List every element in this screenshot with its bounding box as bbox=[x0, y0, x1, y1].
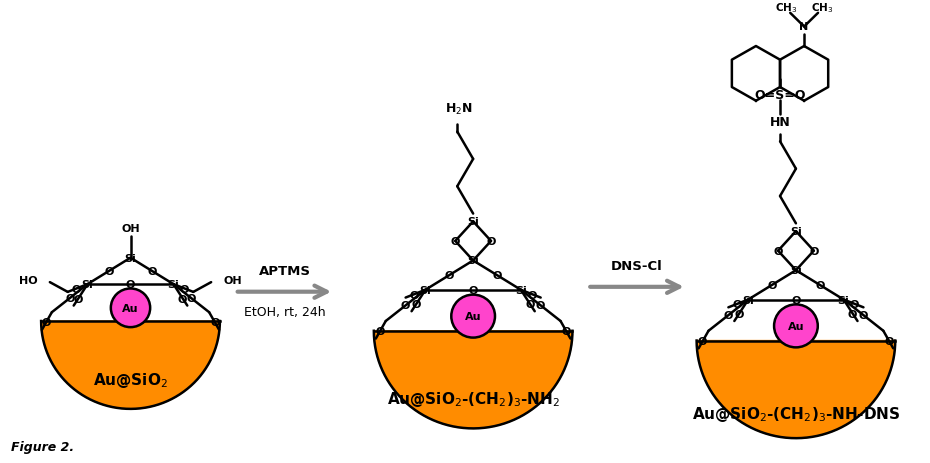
Text: O: O bbox=[210, 317, 219, 327]
Text: O: O bbox=[412, 300, 421, 310]
Text: Au: Au bbox=[788, 321, 804, 331]
Text: Si: Si bbox=[742, 295, 754, 305]
Text: O: O bbox=[525, 300, 535, 310]
Text: O: O bbox=[492, 270, 501, 281]
Text: Au@SiO$_2$: Au@SiO$_2$ bbox=[93, 370, 168, 389]
Text: CH$_3$: CH$_3$ bbox=[811, 1, 833, 15]
Text: O: O bbox=[735, 309, 744, 319]
Text: O: O bbox=[527, 290, 537, 300]
Text: Au@SiO$_2$-(CH$_2$)$_3$-NH-DNS: Au@SiO$_2$-(CH$_2$)$_3$-NH-DNS bbox=[692, 404, 900, 423]
Text: O: O bbox=[469, 285, 478, 295]
Text: N: N bbox=[800, 22, 809, 32]
Text: O: O bbox=[486, 237, 496, 246]
Text: Au@SiO$_2$-(CH$_2$)$_3$-NH$_2$: Au@SiO$_2$-(CH$_2$)$_3$-NH$_2$ bbox=[387, 389, 560, 408]
Text: Si: Si bbox=[82, 280, 94, 289]
Text: Si: Si bbox=[167, 280, 179, 289]
Text: O: O bbox=[41, 317, 50, 327]
Text: O: O bbox=[187, 294, 196, 303]
Text: O: O bbox=[104, 266, 113, 276]
Text: DNS-Cl: DNS-Cl bbox=[611, 259, 663, 272]
Text: Si: Si bbox=[515, 285, 526, 295]
Circle shape bbox=[774, 305, 817, 348]
Text: O: O bbox=[698, 336, 707, 346]
Text: Si: Si bbox=[838, 295, 849, 305]
Text: O: O bbox=[410, 290, 419, 300]
Text: APTMS: APTMS bbox=[259, 264, 311, 277]
Text: HN: HN bbox=[770, 116, 790, 129]
Text: O: O bbox=[858, 311, 868, 320]
Text: HO: HO bbox=[20, 275, 38, 286]
Text: Figure 2.: Figure 2. bbox=[11, 440, 74, 453]
Text: O: O bbox=[450, 237, 460, 246]
Text: H$_2$N: H$_2$N bbox=[445, 101, 473, 117]
Text: Si: Si bbox=[125, 253, 137, 263]
Text: O: O bbox=[74, 294, 84, 304]
Text: CH$_3$: CH$_3$ bbox=[775, 1, 797, 15]
Text: O: O bbox=[733, 300, 742, 310]
Text: O: O bbox=[72, 284, 81, 294]
Text: O: O bbox=[401, 301, 410, 311]
Text: O: O bbox=[65, 294, 74, 303]
Circle shape bbox=[451, 295, 495, 338]
Polygon shape bbox=[697, 341, 896, 438]
Text: O: O bbox=[536, 301, 545, 311]
Polygon shape bbox=[374, 331, 573, 428]
Text: OH: OH bbox=[223, 275, 242, 286]
Text: O: O bbox=[774, 246, 783, 256]
Text: O: O bbox=[848, 309, 857, 319]
Text: O: O bbox=[179, 284, 189, 294]
Text: Au: Au bbox=[122, 303, 139, 313]
Text: Si: Si bbox=[467, 256, 479, 266]
Text: O: O bbox=[445, 270, 454, 281]
Text: OH: OH bbox=[121, 224, 140, 234]
Text: O: O bbox=[809, 246, 818, 256]
Text: O: O bbox=[375, 326, 384, 336]
Text: O: O bbox=[850, 300, 859, 310]
Text: Au: Au bbox=[465, 312, 482, 321]
Circle shape bbox=[111, 289, 150, 327]
Text: O: O bbox=[815, 280, 825, 290]
Text: O: O bbox=[126, 280, 135, 289]
Text: Si: Si bbox=[467, 217, 479, 227]
Text: O=S=O: O=S=O bbox=[754, 89, 805, 102]
Text: O: O bbox=[562, 326, 571, 336]
Text: O: O bbox=[767, 280, 777, 290]
Text: O: O bbox=[884, 336, 894, 346]
Text: O: O bbox=[147, 266, 156, 276]
Text: O: O bbox=[791, 295, 801, 305]
Text: EtOH, rt, 24h: EtOH, rt, 24h bbox=[244, 305, 326, 318]
Text: O: O bbox=[724, 311, 733, 320]
Text: Si: Si bbox=[419, 285, 432, 295]
Text: O: O bbox=[178, 294, 187, 304]
Text: Si: Si bbox=[790, 266, 802, 275]
Text: Si: Si bbox=[790, 227, 802, 237]
Polygon shape bbox=[41, 321, 219, 409]
